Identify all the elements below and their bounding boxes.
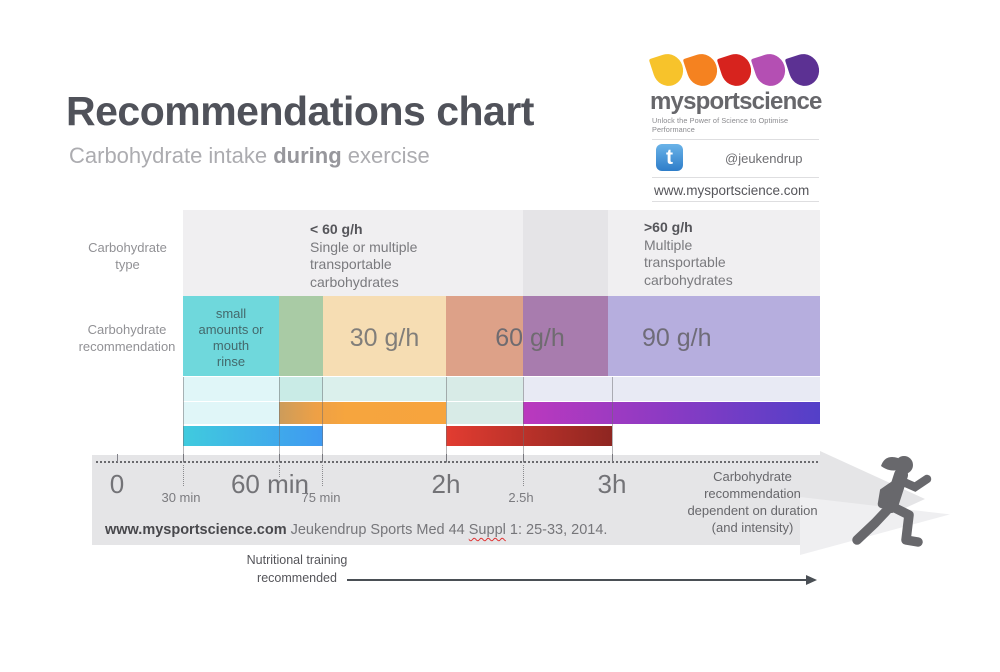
axis-label-2h: 2h (431, 469, 461, 499)
gridline-60min (279, 377, 280, 463)
time-axis-dotted-line (96, 461, 818, 463)
axis-label-0: 0 (109, 469, 125, 499)
block-mouth-rinse: small amounts or mouth rinse (183, 296, 279, 376)
tick-stub-2-5h (523, 465, 524, 486)
divider (652, 201, 819, 202)
subtitle-prefix: Carbohydrate intake (69, 143, 274, 168)
axis-label-75min: 75 min (301, 490, 341, 505)
pale-band-segment (446, 377, 523, 401)
gridline-30min (183, 377, 184, 463)
bar-30gph-timeline (279, 402, 446, 424)
label-60gph: 60 g/h (495, 324, 565, 352)
block-transition-green (279, 296, 323, 376)
runner-icon (852, 456, 932, 547)
logo-drop-red-icon (716, 50, 756, 90)
type-section-under-60: < 60 g/h Single or multiple transportabl… (310, 221, 417, 291)
block-mouth-rinse-label: small amounts or mouth rinse (198, 306, 264, 369)
block-60gph (446, 296, 523, 376)
nutritional-training-note: Nutritional training recommended (246, 553, 348, 585)
logo-drop-orange-icon (682, 50, 722, 90)
gridline-75min (322, 377, 323, 463)
pale-band-segment (523, 377, 820, 401)
logo-drop-magenta-icon (750, 50, 790, 90)
gridline-3h (612, 377, 613, 463)
brand-name: mysportscience (650, 88, 822, 115)
gridline-2h (446, 377, 447, 463)
label-30gph: 30 g/h (349, 324, 420, 352)
bar-mouth-rinse-timeline (183, 426, 323, 446)
pale-band-segment (446, 402, 523, 424)
type-heading-over-60: >60 g/h (644, 219, 693, 235)
duration-note: Carbohydrate recommendation dependent on… (687, 469, 818, 535)
type-row-background (183, 210, 820, 296)
citation-text-post: 1: 25-33, 2014. (505, 522, 608, 538)
row-label-carbohydrate-recommendation: Carbohydrate recommendation (78, 322, 176, 354)
pale-band-segment (183, 402, 279, 424)
citation-word-suppl: Suppl (468, 522, 506, 538)
tick-0 (117, 454, 118, 462)
block-transition-mauve (523, 296, 608, 376)
block-90gph (608, 296, 820, 376)
tick-stub-30min (183, 465, 184, 486)
type-lines-over-60: Multiple transportable carbohydrates (644, 236, 733, 288)
citation: www.mysportscience.com Jeukendrup Sports… (105, 522, 607, 538)
pale-band-segment (323, 377, 446, 401)
tick-stub-75min (322, 465, 323, 486)
gridline-2-5h (523, 377, 524, 463)
training-arrow (347, 575, 817, 585)
citation-website[interactable]: www.mysportscience.com (105, 522, 287, 538)
twitter-handle[interactable]: @jeukendrup (725, 151, 803, 166)
subtitle-suffix: exercise (341, 143, 430, 168)
pale-band-segment (279, 377, 323, 401)
bar-60gph-timeline (446, 426, 612, 446)
brand-logo (648, 50, 824, 90)
axis-label-3h: 3h (597, 469, 627, 499)
time-axis-band (92, 455, 820, 545)
page-title: Recommendations chart (66, 88, 534, 134)
block-30gph (323, 296, 446, 376)
twitter-icon[interactable]: t (656, 144, 683, 171)
axis-label-60min: 60 min (230, 469, 310, 499)
divider (652, 139, 819, 140)
subtitle-emphasis: during (273, 143, 342, 168)
label-90gph: 90 g/h (642, 324, 712, 352)
type-row-overlap-shade (523, 210, 608, 296)
citation-text-pre: Jeukendrup Sports Med 44 (286, 522, 469, 538)
website-link[interactable]: www.mysportscience.com (654, 183, 810, 198)
type-lines-under-60: Single or multiple transportable carbohy… (310, 238, 418, 290)
type-section-over-60: >60 g/h Multiple transportable carbohydr… (644, 219, 733, 289)
logo-drop-yellow-icon (648, 50, 688, 90)
type-heading-under-60: < 60 g/h (310, 221, 363, 237)
axis-label-30min: 30 min (161, 490, 201, 505)
logo-drop-purple-icon (784, 50, 824, 90)
brand-tagline: Unlock the Power of Science to Optimise … (652, 116, 789, 134)
divider (652, 177, 819, 178)
page-subtitle: Carbohydrate intake during exercise (69, 143, 430, 169)
pale-band-segment (183, 377, 279, 401)
row-label-carbohydrate-type: Carbohydrate type (88, 240, 167, 272)
tick-stub-60min (279, 465, 280, 477)
bar-90gph-timeline (523, 402, 820, 424)
axis-label-2-5h: 2.5h (508, 490, 534, 505)
